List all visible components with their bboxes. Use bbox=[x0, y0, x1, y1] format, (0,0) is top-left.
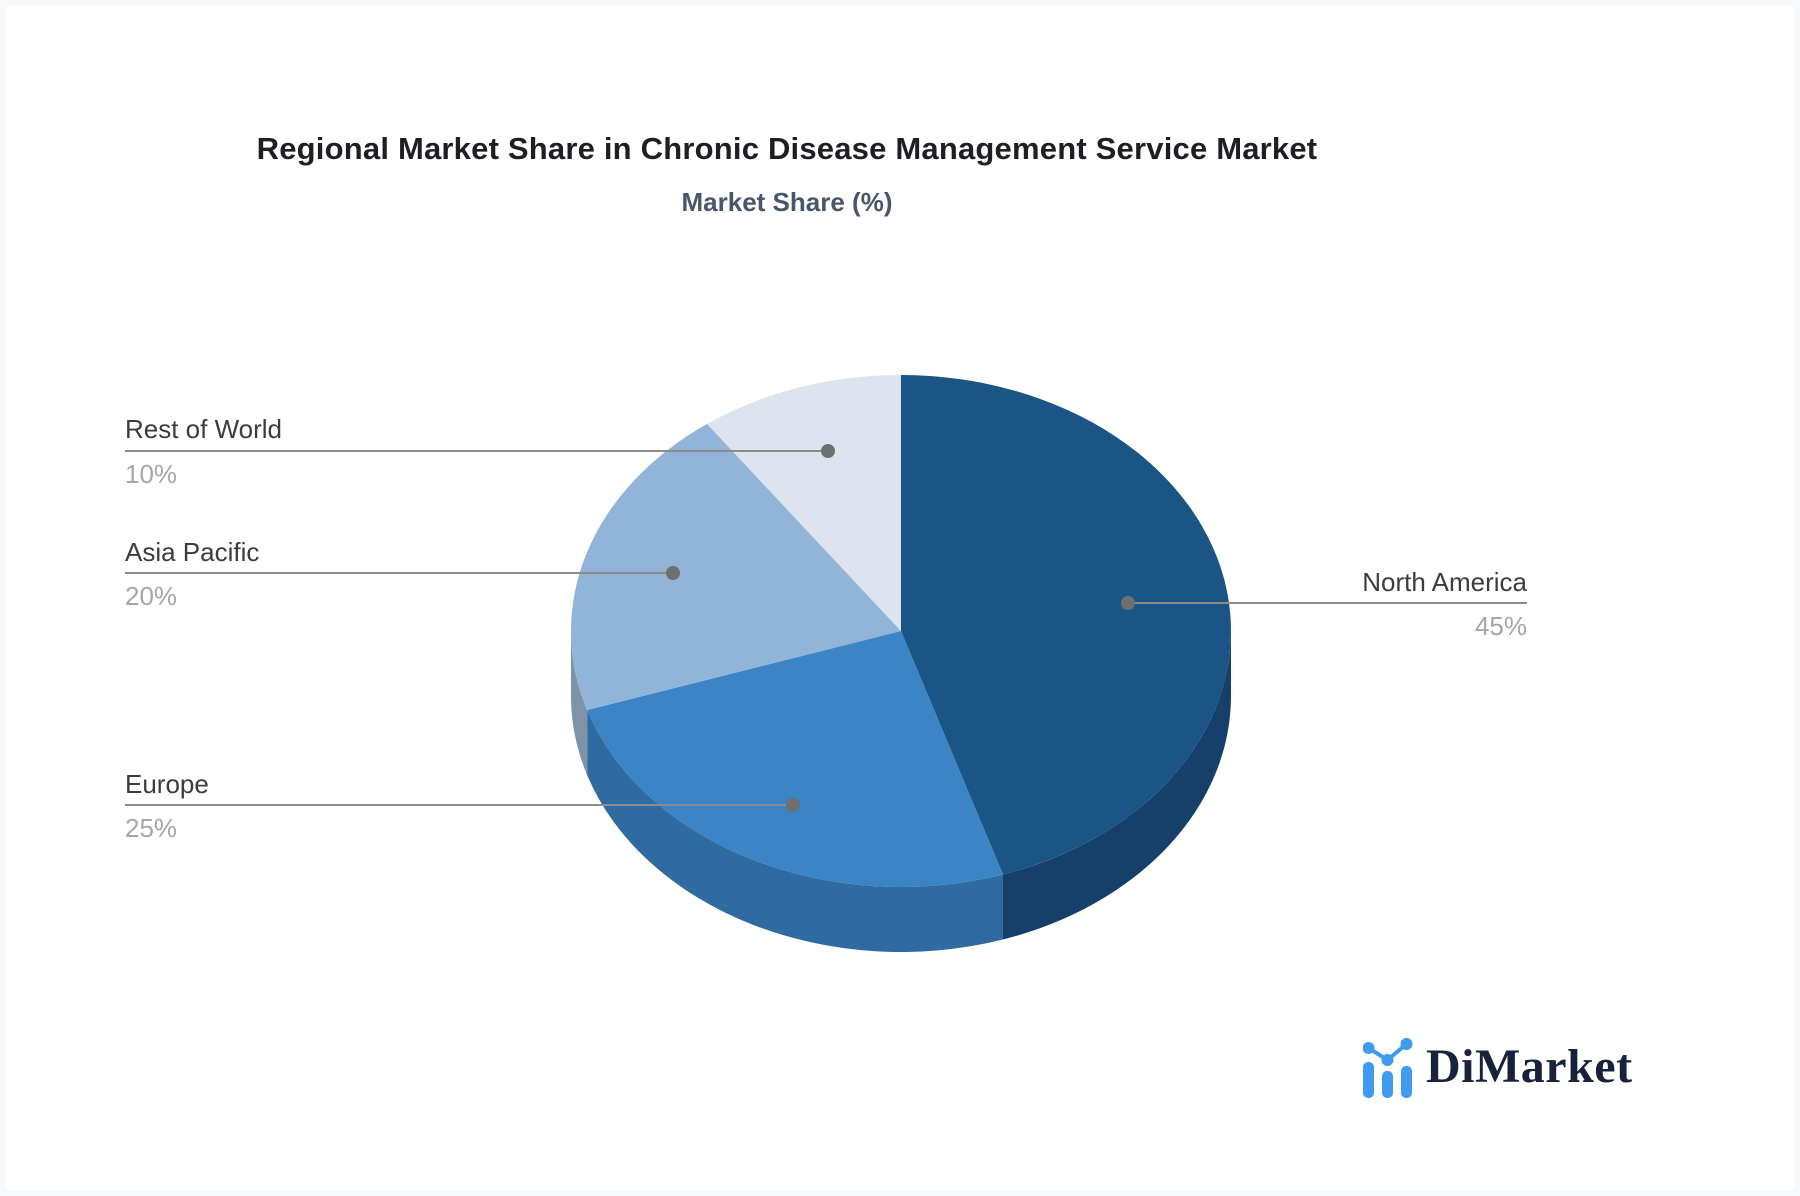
value-rest-of-world: 10% bbox=[125, 459, 178, 489]
bar-line-chart-icon bbox=[1363, 1038, 1413, 1098]
leader-dots bbox=[666, 444, 1135, 812]
label-europe: Europe bbox=[125, 769, 209, 799]
pie-slice-asia-pacific bbox=[571, 423, 901, 711]
pie-side-asia-pacific bbox=[571, 631, 588, 776]
leader-dot-rest-of-world bbox=[821, 444, 835, 458]
pie-slice-rest-of-world bbox=[707, 375, 901, 631]
pie-slices bbox=[571, 375, 1231, 887]
leader-dot-north-america bbox=[1121, 596, 1135, 610]
label-asia-pacific: Asia Pacific bbox=[125, 537, 260, 567]
value-asia-pacific: 20% bbox=[125, 581, 178, 611]
value-europe: 25% bbox=[125, 813, 178, 843]
pie-3d-sides bbox=[571, 631, 1231, 952]
leader-lines bbox=[125, 450, 1527, 806]
chart-subtitle: Market Share (%) bbox=[681, 187, 893, 217]
logo-text: DiMarket bbox=[1426, 1040, 1633, 1093]
pie-side-europe bbox=[587, 710, 1003, 952]
label-north-america: North America bbox=[1362, 567, 1527, 597]
pie-side-north-america bbox=[1002, 631, 1231, 940]
pie-slice-europe bbox=[587, 631, 1003, 887]
pie-slice-north-america bbox=[901, 375, 1231, 875]
dimarket-logo: DiMarket bbox=[1363, 1036, 1633, 1098]
leader-dot-asia-pacific bbox=[666, 566, 680, 580]
value-north-america: 45% bbox=[1474, 611, 1527, 641]
chart-title: Regional Market Share in Chronic Disease… bbox=[256, 131, 1318, 166]
leader-dot-europe bbox=[786, 798, 800, 812]
label-rest-of-world: Rest of World bbox=[125, 414, 283, 444]
